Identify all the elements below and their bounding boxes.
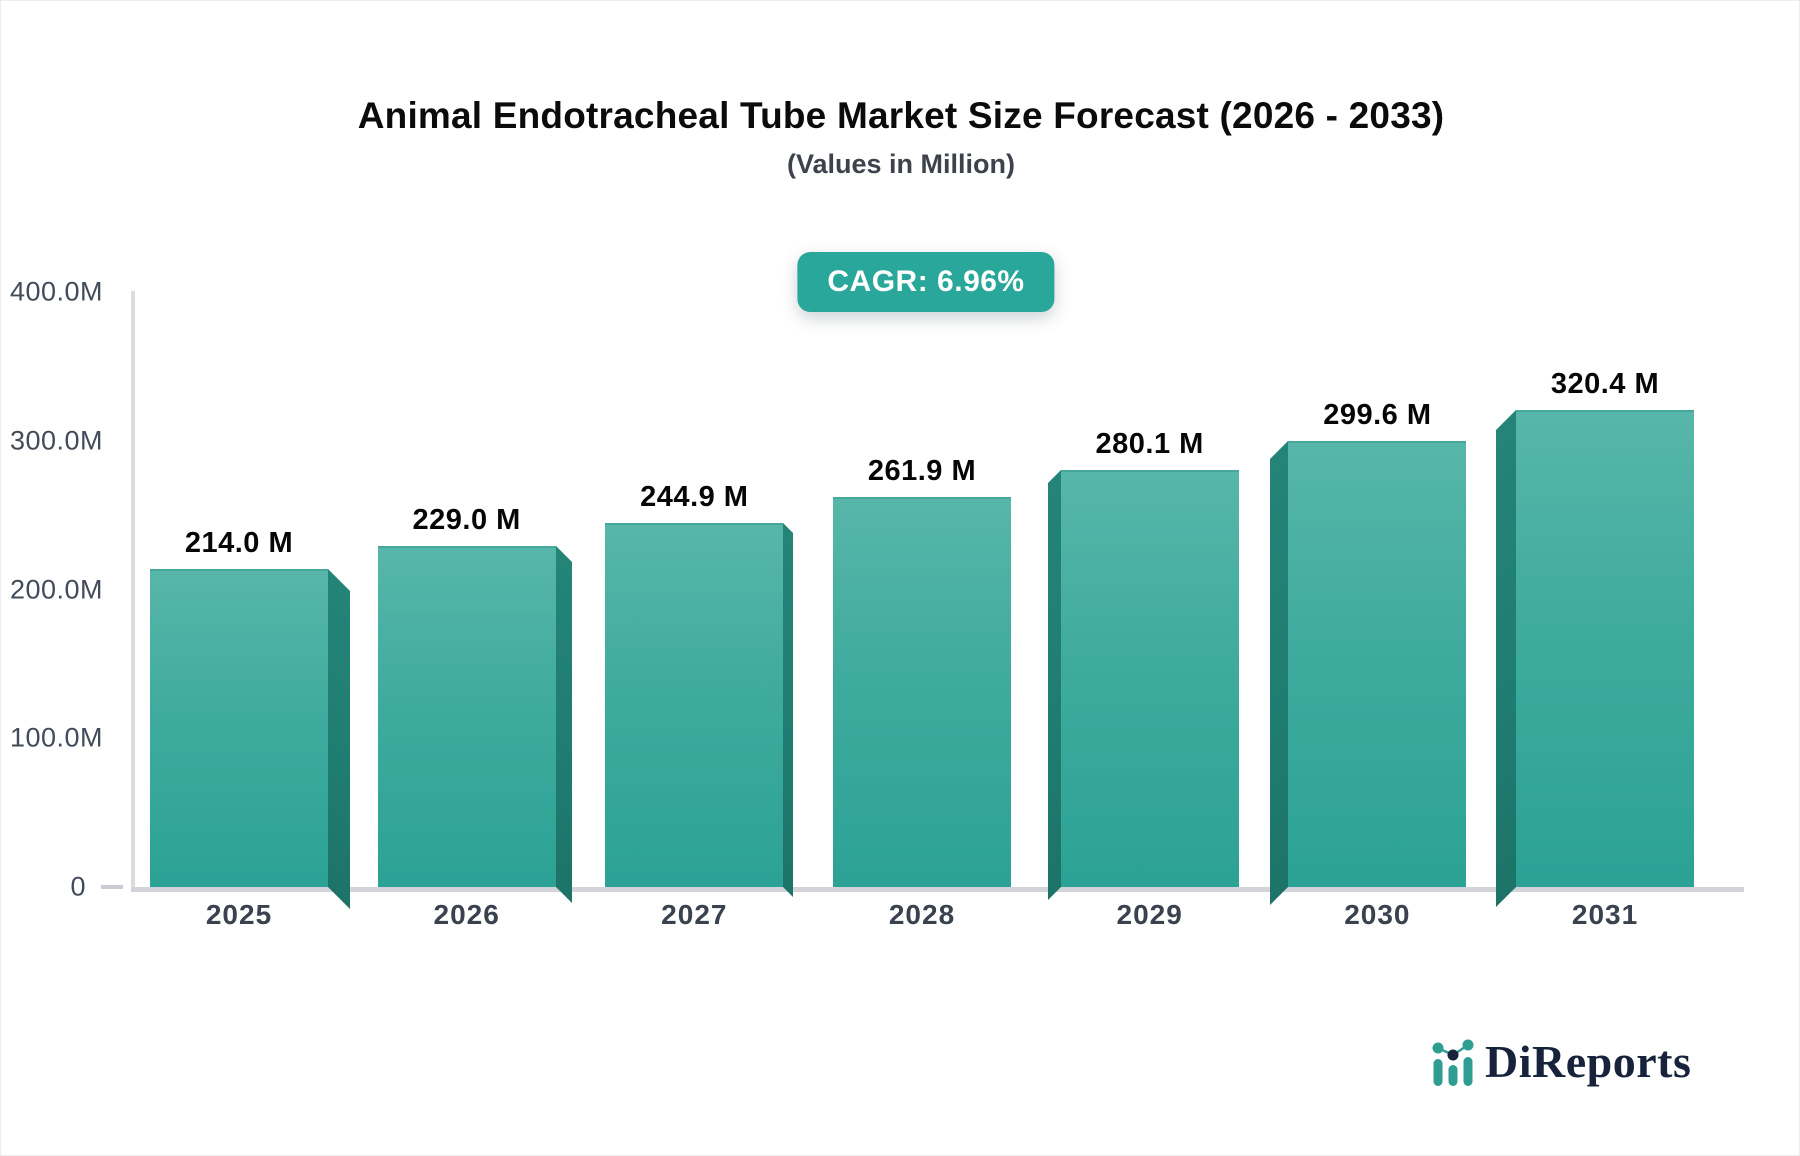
bar-side-2029 [1047, 470, 1061, 900]
bar-2028 [833, 497, 1011, 887]
y-axis-line [131, 291, 135, 891]
y-tick-200.0M: 200.0M [9, 574, 103, 604]
bar-side-2027 [783, 522, 794, 897]
cagr-badge: CAGR: 6.96% [797, 252, 1055, 312]
bar-value-label-2030: 299.6 M [1323, 399, 1432, 432]
bar-value-label-2029: 280.1 M [1095, 428, 1204, 461]
x-tick-2027: 2027 [661, 899, 728, 930]
direports-chart-icon [1432, 1039, 1474, 1086]
y-zero-tick-dash [101, 885, 123, 889]
logo-text: DiReports [1485, 1036, 1692, 1087]
x-tick-2030: 2030 [1344, 899, 1411, 930]
x-tick-2028: 2028 [888, 899, 956, 930]
bar-2029 [1060, 470, 1239, 887]
y-tick-400.0M: 400.0M [9, 276, 103, 307]
x-tick-2025: 2025 [205, 899, 273, 930]
bar-2031 [1516, 410, 1695, 887]
bar-2026 [377, 546, 556, 887]
chart-subtitle: (Values in Million) [786, 149, 1016, 179]
bar-value-label-2025: 214.0 M [184, 526, 294, 559]
bar-2027 [605, 522, 784, 887]
bar-side-2026 [555, 546, 572, 903]
chart-title: Animal Endotracheal Tube Market Size For… [357, 95, 1445, 136]
x-axis-line [131, 887, 1744, 892]
y-tick-300.0M: 300.0M [9, 425, 103, 456]
x-tick-2026: 2026 [433, 899, 500, 930]
bar-side-2031 [1496, 410, 1517, 907]
bar-value-label-2031: 320.4 M [1550, 368, 1660, 401]
bar-side-2030 [1270, 441, 1289, 905]
y-tick-0: 0 [70, 871, 86, 902]
bar-side-2025 [328, 568, 350, 909]
bar-2025 [150, 568, 328, 887]
bar-value-label-2026: 229.0 M [412, 504, 521, 537]
x-tick-2029: 2029 [1116, 899, 1183, 930]
bar-2030 [1288, 441, 1467, 887]
x-tick-2031: 2031 [1571, 899, 1639, 930]
direports-logo: DiReports [1431, 1037, 1691, 1087]
bar-value-label-2027: 244.9 M [640, 480, 749, 513]
y-tick-100.0M: 100.0M [9, 722, 103, 753]
bar-value-label-2028: 261.9 M [867, 455, 977, 488]
